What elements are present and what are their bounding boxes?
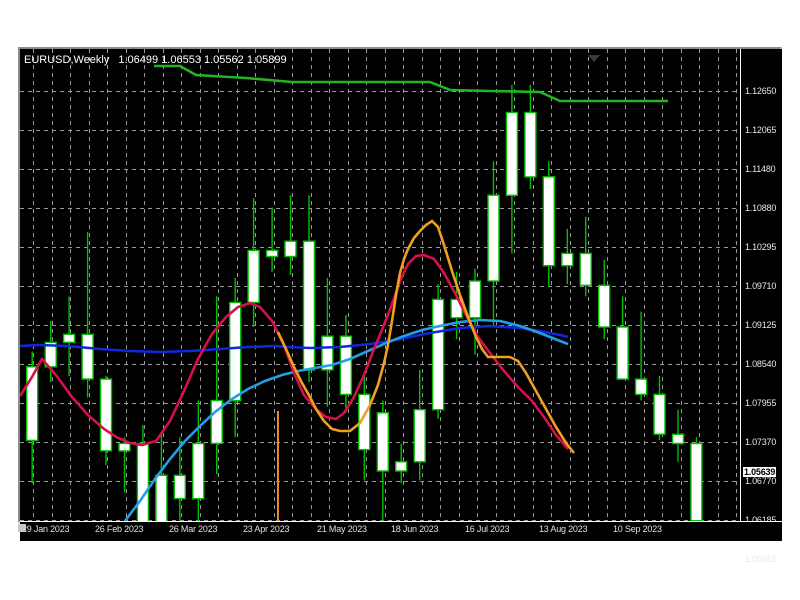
price-axis-tick: 1.08540 [745, 359, 777, 369]
time-axis-tick: 18 Jun 2023 [391, 524, 439, 534]
candle-body [358, 393, 371, 451]
candle-body [155, 474, 168, 521]
ma-orange-line [276, 219, 576, 454]
candlestick-chart [20, 49, 740, 521]
candle-body [468, 280, 482, 319]
time-axis-tick: 23 Apr 2023 [243, 524, 290, 534]
candle-body [690, 442, 703, 521]
candle-body [579, 252, 592, 286]
candle-body [395, 461, 408, 472]
candlestick-series [25, 84, 703, 521]
time-axis-tick: 26 Mar 2023 [169, 524, 218, 534]
candle-body [616, 326, 629, 380]
price-axis-tick: 1.10295 [745, 242, 777, 252]
price-axis-tick: 1.06770 [745, 476, 777, 486]
candle-body [653, 393, 666, 435]
candle-body [265, 249, 279, 258]
candle-body [505, 111, 519, 197]
upper-band-green-line [154, 64, 668, 103]
candle-body [44, 341, 57, 368]
time-axis-tick: 10 Sep 2023 [613, 524, 662, 534]
candle-body [598, 284, 611, 328]
candle-body [247, 249, 260, 304]
candle-body [321, 335, 334, 371]
candle-body [99, 378, 113, 452]
price-axis-tick: 1.11480 [745, 164, 776, 174]
price-axis-tick: 1.10880 [745, 203, 777, 213]
candle-body [118, 442, 131, 452]
price-axis-tick: 1.09710 [745, 281, 777, 291]
price-axis-tick: 1.12650 [745, 86, 777, 96]
price-axis-tick: 1.07955 [745, 398, 777, 408]
time-axis-tick: 16 Jul 2023 [465, 524, 510, 534]
candle-body [524, 111, 537, 178]
price-scale[interactable]: 1.12650 1.12065 1.11480 1.10880 1.10295 1.097… [740, 49, 782, 564]
candle-body [413, 409, 426, 463]
chart-plot-area[interactable] [20, 49, 740, 521]
current-price-label: 1.05639 [743, 467, 777, 477]
ma-lightblue-line [123, 318, 569, 521]
candle-body [81, 333, 94, 380]
candle-body [136, 442, 150, 521]
candle-body [561, 252, 574, 267]
candle-body [62, 333, 76, 343]
candle-body [431, 298, 445, 411]
candle-body [302, 240, 316, 371]
price-axis-tick: 1.12065 [745, 125, 777, 135]
candle-body [671, 433, 685, 445]
candle-body [25, 366, 39, 442]
time-axis-tick: 26 Feb 2023 [95, 524, 144, 534]
ma-blue-line [20, 324, 569, 354]
price-axis-tick: 1.06185 [745, 515, 777, 525]
price-axis-tick: 1.05015 [745, 554, 777, 564]
cursor-arrow-icon [588, 55, 600, 62]
candle-body [228, 301, 242, 402]
price-axis-tick: 1.09125 [745, 320, 777, 330]
candle-body [376, 412, 389, 472]
time-scale[interactable]: 29 Jan 2023 26 Feb 2023 26 Mar 2023 23 Apr … [20, 521, 782, 541]
time-axis-tick: 13 Aug 2023 [539, 524, 588, 534]
price-axis-tick: 1.07370 [745, 437, 777, 447]
candle-body [210, 399, 223, 445]
candle-body [173, 474, 187, 500]
time-axis-tick: 29 Jan 2023 [22, 524, 70, 534]
candle-body [192, 442, 205, 500]
time-axis-tick: 21 May 2023 [317, 524, 367, 534]
candle-body [634, 378, 648, 396]
chart-scroll-nub[interactable] [18, 524, 26, 532]
candle-body [339, 335, 353, 396]
candle-body [487, 194, 500, 282]
candle-body [542, 176, 555, 267]
candle-body [284, 240, 297, 258]
